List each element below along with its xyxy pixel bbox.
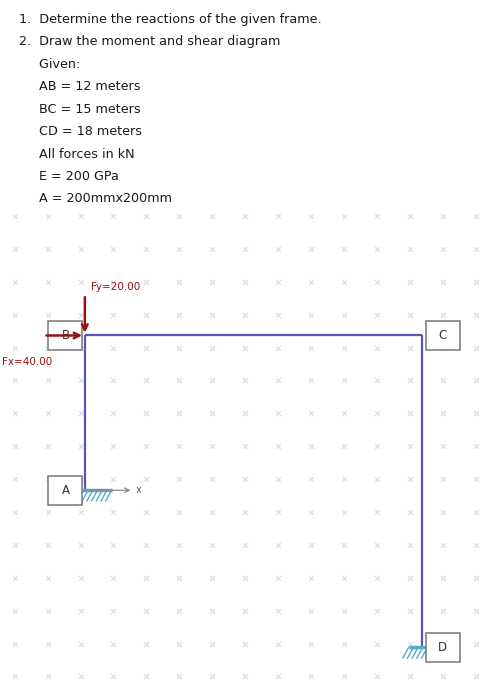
Text: Fx=40.00: Fx=40.00 bbox=[2, 357, 53, 367]
Text: D: D bbox=[438, 641, 446, 654]
Text: Given:: Given: bbox=[19, 58, 80, 70]
Text: CD = 18 meters: CD = 18 meters bbox=[19, 125, 142, 138]
Text: E = 200 GPa: E = 200 GPa bbox=[19, 170, 119, 183]
Text: A = 200mmx200mm: A = 200mmx200mm bbox=[19, 193, 172, 205]
Text: A: A bbox=[61, 484, 69, 497]
Text: BC = 15 meters: BC = 15 meters bbox=[19, 103, 140, 115]
Text: x: x bbox=[136, 485, 141, 495]
Text: C: C bbox=[438, 329, 446, 342]
Text: AB = 12 meters: AB = 12 meters bbox=[19, 80, 140, 93]
Bar bbox=[48, 321, 82, 350]
Text: All forces in kN: All forces in kN bbox=[19, 148, 135, 160]
Text: 1.  Determine the reactions of the given frame.: 1. Determine the reactions of the given … bbox=[19, 13, 321, 26]
Bar bbox=[48, 475, 82, 504]
Text: 2.  Draw the moment and shear diagram: 2. Draw the moment and shear diagram bbox=[19, 35, 280, 48]
Text: B: B bbox=[61, 329, 69, 342]
Text: Fy=20.00: Fy=20.00 bbox=[91, 282, 140, 292]
Bar bbox=[425, 321, 459, 350]
Bar bbox=[425, 633, 459, 662]
